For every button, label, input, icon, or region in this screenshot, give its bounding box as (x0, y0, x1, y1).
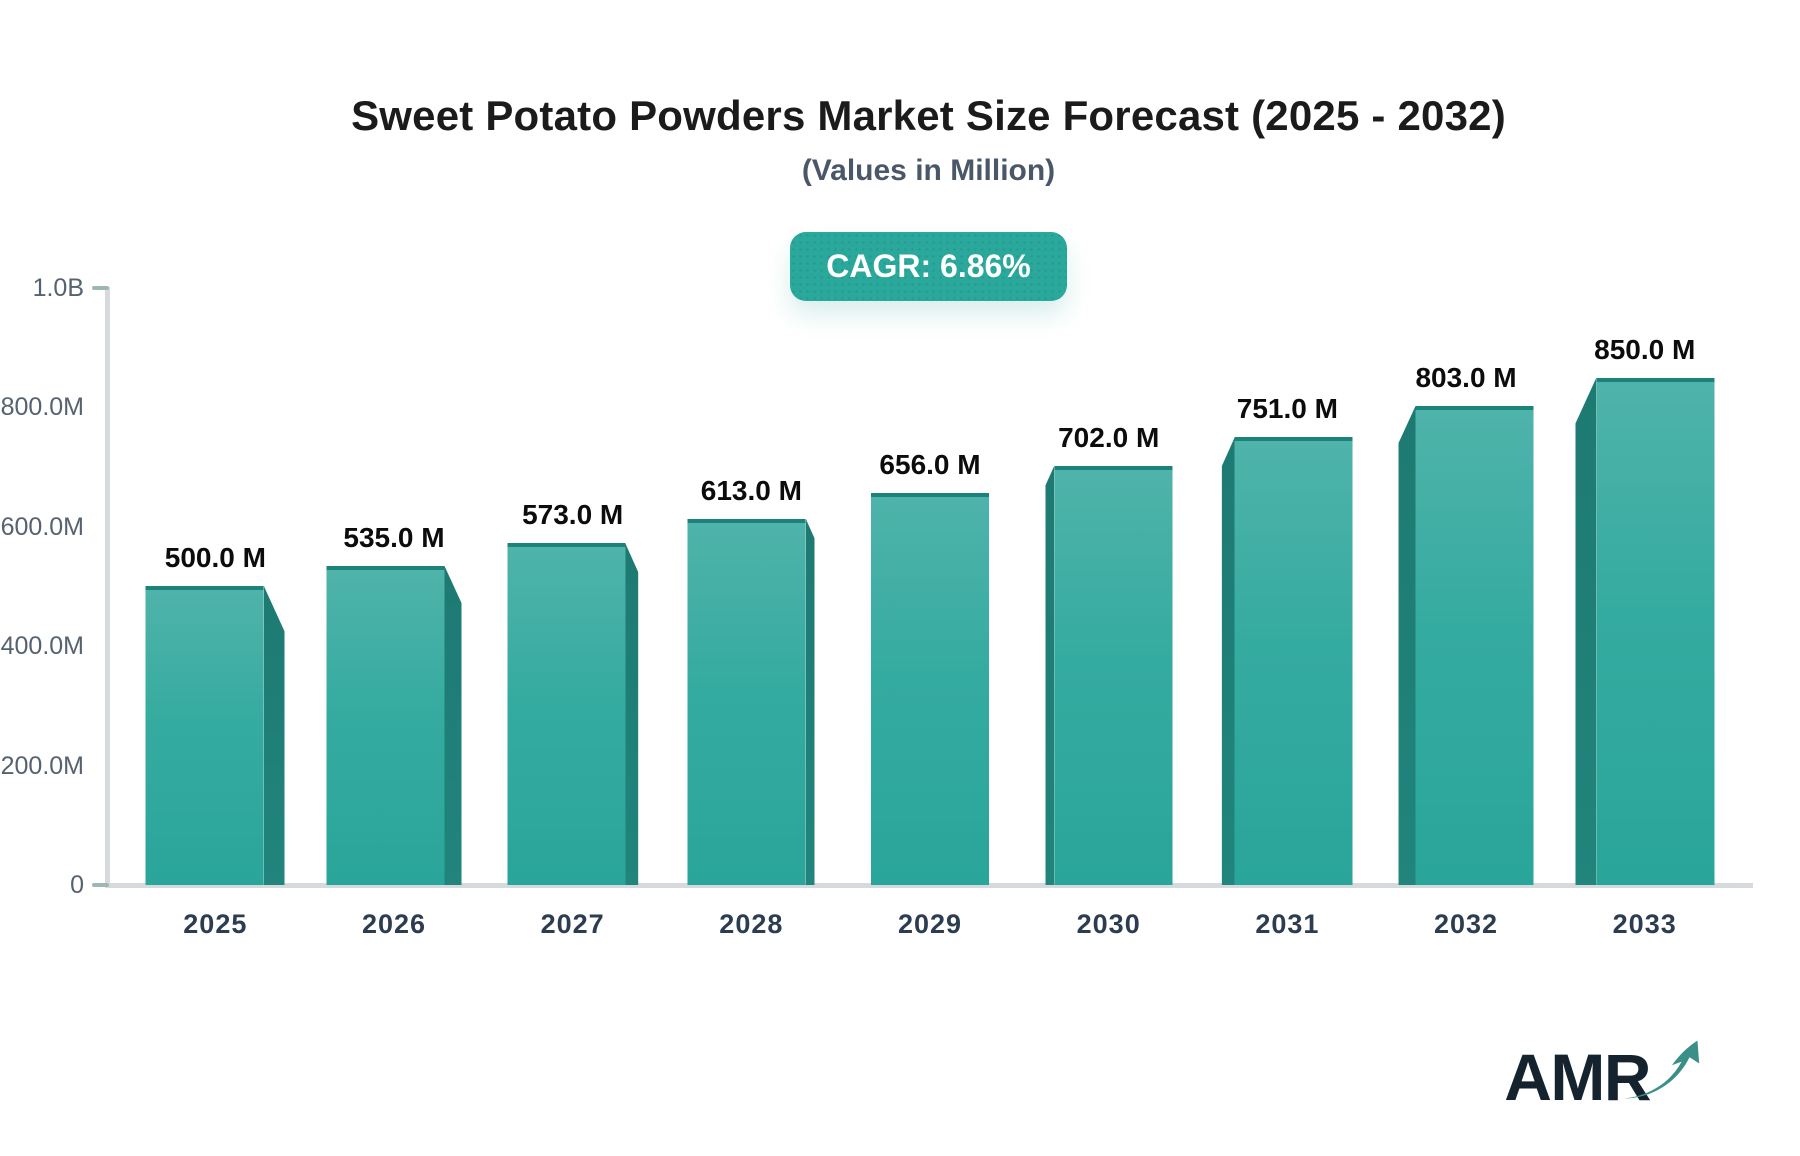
brand-logo: AMR (1504, 1038, 1708, 1110)
bar (1221, 437, 1353, 885)
y-tick-label: 1.0B (32, 274, 84, 302)
chart-header: Sweet Potato Powders Market Size Forecas… (107, 92, 1750, 301)
bar-group: 850.0 M 2033 (1555, 288, 1734, 939)
bar-group: 500.0 M 2025 (126, 288, 305, 939)
y-tick-label: 0 (70, 871, 84, 899)
bar-group: 803.0 M 2032 (1377, 288, 1556, 939)
bar-group: 535.0 M 2026 (305, 288, 484, 939)
x-axis-label: 2028 (719, 909, 784, 939)
bar-value-label: 613.0 M (700, 475, 802, 506)
chart-title: Sweet Potato Powders Market Size Forecas… (351, 92, 1506, 139)
growth-arrow-icon (1621, 1040, 1700, 1099)
bar (1575, 378, 1715, 885)
y-axis-line (105, 287, 110, 887)
bar-group: 656.0 M 2029 (841, 288, 1020, 939)
bar-value-label: 656.0 M (879, 449, 981, 480)
bar-value-label: 751.0 M (1236, 393, 1338, 424)
bars-container: 500.0 M 2025 535.0 M 2026 573.0 M 2027 613.0 M… (112, 288, 1748, 939)
bar (145, 586, 285, 885)
bar (326, 566, 462, 885)
bar (507, 543, 639, 885)
bar-side-3d (263, 586, 285, 885)
bar (687, 519, 815, 885)
bar-face (1234, 437, 1353, 885)
x-axis-label: 2030 (1076, 909, 1141, 939)
bar-face (507, 543, 626, 885)
y-tick-dash (92, 286, 109, 290)
x-axis-label: 2031 (1255, 909, 1320, 939)
bar-value-label: 500.0 M (164, 542, 266, 573)
chart-subtitle: (Values in Million) (801, 154, 1056, 187)
brand-logo-text: AMR (1504, 1040, 1651, 1114)
y-tick-label: 800.0M (0, 393, 84, 422)
bar-group: 751.0 M 2031 (1198, 288, 1377, 939)
bar-side-3d (625, 543, 639, 885)
x-axis-line (105, 883, 1753, 888)
bar-value-label: 803.0 M (1415, 362, 1517, 393)
bar (1045, 466, 1173, 885)
bar-side-3d (444, 566, 462, 885)
bar-value-label: 702.0 M (1058, 422, 1160, 453)
bar-face (1054, 466, 1173, 885)
bar-value-label: 573.0 M (522, 499, 624, 530)
x-axis-label: 2027 (540, 909, 605, 939)
bar-face (145, 586, 264, 885)
bar-face (326, 566, 445, 885)
bar-side-3d (1045, 466, 1055, 885)
bar-value-label: 535.0 M (343, 522, 445, 553)
bar-face (1596, 378, 1715, 885)
x-axis-label: 2032 (1433, 909, 1499, 939)
bar-face (1415, 406, 1534, 885)
bar-face (871, 493, 990, 885)
y-tick-label: 200.0M (0, 751, 84, 780)
bar-value-label: 850.0 M (1594, 334, 1696, 365)
bar-side-3d (1398, 406, 1416, 885)
y-tick-dash (92, 883, 109, 887)
x-axis-label: 2029 (897, 909, 963, 939)
bar-side-3d (1575, 378, 1597, 885)
bar (1398, 406, 1534, 885)
x-axis-label: 2025 (183, 909, 248, 939)
y-tick-label: 600.0M (0, 512, 84, 541)
bar (871, 493, 990, 885)
bar-face (687, 519, 806, 885)
bar-side-3d (1221, 437, 1235, 885)
bar-group: 573.0 M 2027 (483, 288, 662, 939)
bar-group: 613.0 M 2028 (662, 288, 841, 939)
x-axis-label: 2026 (361, 909, 427, 939)
bar-group: 702.0 M 2030 (1019, 288, 1198, 939)
bar-side-3d (805, 519, 815, 885)
x-axis-label: 2033 (1612, 909, 1677, 939)
y-tick-label: 400.0M (0, 632, 84, 661)
cagr-badge: CAGR: 6.86% (790, 232, 1067, 301)
